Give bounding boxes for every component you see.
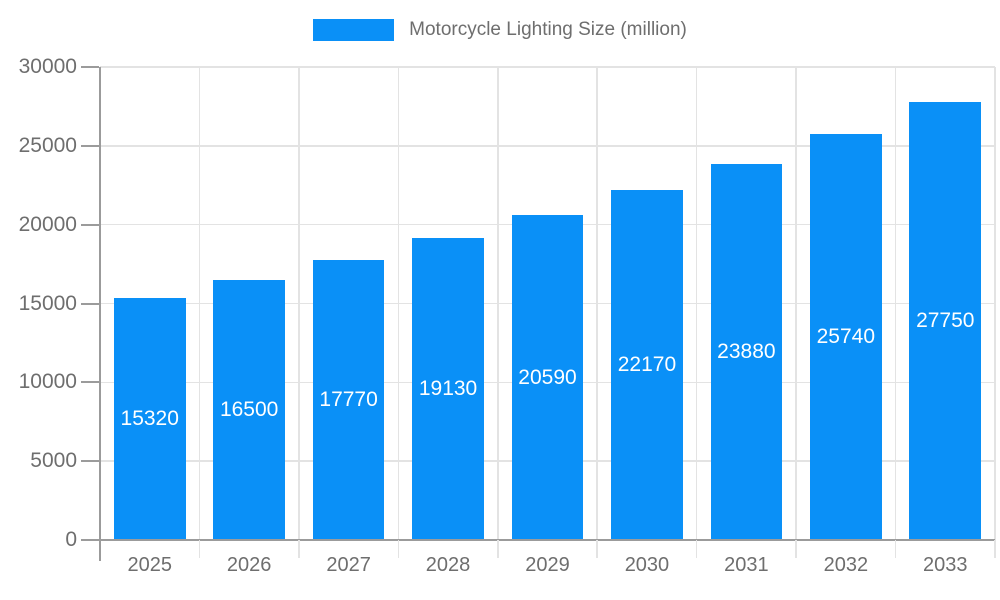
gridline-horizontal: [100, 66, 995, 68]
gridline-vertical: [497, 67, 499, 540]
bar-2028[interactable]: 19130: [412, 238, 484, 540]
x-axis-line: [99, 538, 995, 541]
x-axis-tick-mark: [596, 540, 598, 558]
y-axis-tick-mark: [81, 144, 99, 147]
bar-value-label: 16500: [219, 397, 279, 421]
y-axis-tick-mark: [81, 223, 99, 226]
x-axis-tick-mark: [99, 540, 101, 561]
x-axis-tick-mark: [298, 540, 300, 558]
bar-2025[interactable]: 15320: [113, 298, 186, 540]
gridline-horizontal: [100, 145, 995, 147]
y-axis-tick-label: 15000: [18, 291, 77, 315]
gridline-vertical: [795, 67, 797, 540]
y-axis-tick-label: 25000: [18, 133, 77, 157]
gridline-vertical: [596, 67, 598, 540]
bar-2030[interactable]: 22170: [611, 190, 683, 540]
bar-2029[interactable]: 20590: [511, 215, 584, 540]
y-axis-tick-label: 30000: [18, 55, 77, 78]
y-axis-tick-label: 10000: [18, 370, 77, 394]
bar-value-label: 27750: [916, 309, 975, 333]
y-axis-tick-label: 0: [65, 528, 77, 551]
y-axis-tick-mark: [81, 66, 99, 68]
x-axis-tick-mark: [397, 540, 400, 558]
legend[interactable]: Motorcycle Lighting Size (million): [0, 19, 1000, 41]
x-axis-tick-label: 2028: [425, 554, 471, 576]
gridline-vertical: [894, 67, 897, 540]
legend-label: Motorcycle Lighting Size (million): [409, 19, 687, 40]
x-axis-tick-label: 2027: [326, 554, 371, 576]
gridline-vertical: [397, 67, 400, 540]
bar-2031[interactable]: 23880: [710, 163, 783, 540]
y-axis-tick-label: 20000: [18, 212, 77, 236]
y-axis-tick-mark: [81, 539, 99, 541]
gridline-vertical: [994, 67, 996, 540]
bar-value-label: 22170: [617, 353, 677, 377]
plot-area: 15320 16500 17770 19130 20590 22170 23880 25740…: [100, 66, 996, 540]
bar-value-label: 17770: [319, 387, 378, 411]
bar-value-label: 23880: [717, 339, 776, 363]
gridline-vertical: [298, 67, 300, 540]
bar-value-label: 20590: [518, 365, 577, 389]
x-axis-tick-label: 2031: [724, 554, 769, 576]
x-axis-tick-mark: [994, 540, 996, 558]
x-axis-tick-mark: [695, 540, 698, 558]
bar-2033[interactable]: 27750: [909, 102, 982, 540]
x-axis-tick-label: 2026: [226, 554, 272, 576]
y-axis-tick-mark: [81, 302, 99, 305]
x-axis-tick-mark: [198, 540, 201, 558]
y-axis-tick-mark: [81, 381, 99, 384]
x-axis-tick-label: 2029: [525, 554, 570, 576]
bar-value-label: 15320: [120, 407, 179, 431]
x-axis-tick-mark: [497, 540, 499, 558]
bar-value-label: 19130: [418, 377, 478, 401]
y-axis-line: [99, 67, 101, 560]
gridline-vertical: [695, 67, 698, 540]
bar-value-label: 25740: [816, 325, 876, 349]
bar-2032[interactable]: 25740: [810, 134, 882, 540]
x-axis-tick-label: 2030: [624, 554, 670, 576]
y-axis-tick-label: 5000: [30, 449, 77, 473]
bar-2027[interactable]: 17770: [312, 259, 385, 540]
bar-2026[interactable]: 16500: [213, 279, 285, 540]
x-axis-tick-label: 2025: [127, 554, 172, 576]
gridline-vertical: [198, 67, 201, 540]
y-axis-tick-mark: [81, 460, 99, 463]
x-axis-tick-label: 2032: [823, 554, 869, 576]
x-axis-tick-mark: [795, 540, 797, 558]
legend-swatch: [313, 19, 395, 41]
x-axis-tick-label: 2033: [923, 554, 968, 576]
x-axis-tick-mark: [894, 540, 897, 558]
